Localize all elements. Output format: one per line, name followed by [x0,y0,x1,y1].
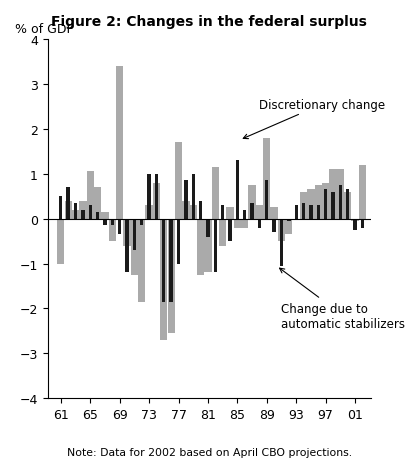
Bar [177,219,180,264]
Bar [155,174,158,219]
Bar [243,210,247,219]
Bar [317,206,320,219]
Title: Figure 2: Changes in the federal surplus: Figure 2: Changes in the federal surplus [52,15,368,29]
Bar [263,139,270,219]
Bar [287,219,291,221]
Bar [324,190,327,219]
Bar [206,219,210,237]
Bar [265,181,268,219]
Bar [221,206,224,219]
Bar [339,185,342,219]
Bar [346,190,349,219]
Bar [258,219,261,228]
Bar [81,210,84,219]
Bar [226,208,234,219]
Bar [361,219,364,228]
Bar [123,219,131,246]
Bar [315,185,322,219]
Bar [79,201,87,219]
Bar [89,206,92,219]
Bar [359,165,366,219]
Bar [103,219,107,226]
Bar [118,219,121,235]
Bar [219,219,226,246]
Bar [131,219,138,275]
Bar [256,206,263,219]
Bar [160,219,168,340]
Bar [94,188,101,219]
Bar [280,219,283,266]
Bar [329,170,337,219]
Bar [228,219,232,241]
Text: % of GDP: % of GDP [15,23,74,36]
Bar [241,219,248,228]
Bar [138,219,145,302]
Bar [352,219,359,221]
Bar [182,201,189,219]
Bar [72,210,79,219]
Bar [109,219,116,241]
Bar [162,219,165,302]
Bar [294,206,298,219]
Bar [248,185,256,219]
Text: Note: Data for 2002 based on April CBO projections.: Note: Data for 2002 based on April CBO p… [68,447,352,457]
Bar [170,219,173,302]
Bar [110,219,114,226]
Bar [331,192,335,219]
Bar [204,219,212,273]
Bar [344,192,352,219]
Bar [175,143,182,219]
Bar [300,192,307,219]
Bar [302,203,305,219]
Bar [96,213,99,219]
Bar [212,168,219,219]
Bar [87,172,94,219]
Bar [307,190,315,219]
Bar [192,174,195,219]
Bar [140,219,143,226]
Text: Change due to
automatic stabilizers: Change due to automatic stabilizers [280,269,405,330]
Bar [133,219,136,251]
Bar [145,206,153,219]
Bar [125,219,129,273]
Bar [353,219,357,230]
Bar [250,203,254,219]
Bar [199,201,202,219]
Bar [66,188,70,219]
Bar [153,183,160,219]
Bar [189,206,197,219]
Bar [184,181,187,219]
Bar [273,219,276,233]
Bar [278,219,285,241]
Bar [59,197,63,219]
Bar [57,219,64,264]
Bar [74,203,77,219]
Bar [197,219,204,275]
Bar [65,201,72,219]
Bar [214,219,217,273]
Bar [309,206,312,219]
Bar [337,170,344,219]
Text: Discretionary change: Discretionary change [243,98,386,140]
Bar [147,174,151,219]
Bar [101,213,109,219]
Bar [168,219,175,333]
Bar [270,208,278,219]
Bar [236,161,239,219]
Bar [234,219,241,228]
Bar [285,219,292,235]
Bar [116,67,123,219]
Bar [322,183,329,219]
